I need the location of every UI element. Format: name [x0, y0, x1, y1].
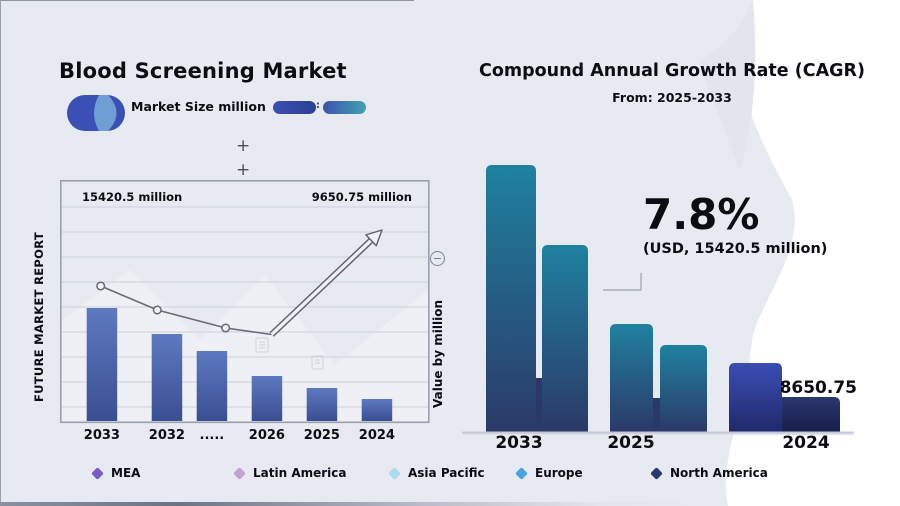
- x-axis-line: [462, 431, 854, 434]
- y-axis-label: Value by million: [431, 299, 445, 409]
- legend-item-mea: MEA: [91, 466, 141, 480]
- bar-value-label: 8650.75: [780, 378, 857, 398]
- cagr-note: (USD, 15420.5 million): [643, 241, 827, 257]
- x-tick-label: 2033: [495, 433, 542, 450]
- card-left-edge: [0, 0, 1, 506]
- legend-label: Europe: [535, 466, 583, 480]
- legend-item-europe: Europe: [515, 466, 583, 480]
- circle-minus-icon: [430, 251, 445, 266]
- x-tick-label: 2024: [782, 433, 829, 450]
- cagr-value: 7.8%: [643, 190, 759, 239]
- legend-label: MEA: [111, 466, 141, 480]
- annotation-left: 15420.5 million: [82, 190, 182, 204]
- diamond-icon: [388, 466, 401, 480]
- market-size-chart: 15420.5 million 9650.75 million 2033 203…: [60, 180, 430, 443]
- x-tick-label: .....: [200, 428, 225, 443]
- cylinder-icon: [67, 95, 125, 131]
- legend-label: North America: [670, 466, 768, 480]
- legend-item-north-america: North America: [650, 466, 768, 480]
- right-chart-dynamic: [486, 165, 840, 432]
- annotation-right: 9650.75 million: [312, 190, 412, 204]
- diamond-icon: [650, 466, 663, 480]
- soft-wedge: [698, 0, 756, 170]
- cagr-subtitle: From: 2025-2033: [612, 90, 732, 105]
- x-tick-label: 2025: [607, 433, 654, 450]
- pill-badge-left: [273, 101, 316, 114]
- cagr-title: Compound Annual Growth Rate (CAGR): [479, 61, 865, 81]
- x-tick-label: 2033: [84, 428, 120, 443]
- plus-icon: +: [236, 160, 251, 180]
- watermark-vertical-label: FUTURE MARKET REPORT: [32, 231, 46, 403]
- legend-label: Latin America: [253, 466, 347, 480]
- pill-separator: :: [316, 100, 320, 111]
- plus-icon: +: [236, 136, 251, 156]
- x-axis-labels: 2033 2032 ..... 2026 2025 2024: [84, 428, 395, 443]
- x-tick-label: 2024: [359, 428, 395, 443]
- document-watermark-icon: [255, 337, 324, 370]
- left-chart-dynamic: [62, 206, 428, 421]
- market-size-label: Market Size million: [131, 99, 266, 114]
- x-tick-label: 2026: [249, 428, 285, 443]
- x-tick-label: 2025: [304, 428, 340, 443]
- bottom-gradient-strip: [0, 501, 705, 506]
- diamond-icon: [233, 466, 246, 480]
- x-axis-shadow: [462, 434, 854, 435]
- pill-badge-right: [323, 101, 366, 114]
- legend-item-asia-pacific: Asia Pacific: [388, 466, 485, 480]
- legend: MEA Latin America Asia Pacific Europe No…: [0, 466, 900, 488]
- cagr-chart: 7.8% (USD, 15420.5 million) 8650.75 2033…: [462, 165, 857, 450]
- legend-item-latin-america: Latin America: [233, 466, 347, 480]
- diamond-icon: [91, 466, 104, 480]
- x-axis-labels: 2033 2025 2024: [495, 433, 829, 450]
- page-title: Blood Screening Market: [59, 59, 347, 83]
- card-top-edge: [0, 0, 414, 1]
- diamond-icon: [515, 466, 528, 480]
- chart-frame: [60, 180, 430, 424]
- x-tick-label: 2032: [149, 428, 185, 443]
- legend-label: Asia Pacific: [408, 466, 485, 480]
